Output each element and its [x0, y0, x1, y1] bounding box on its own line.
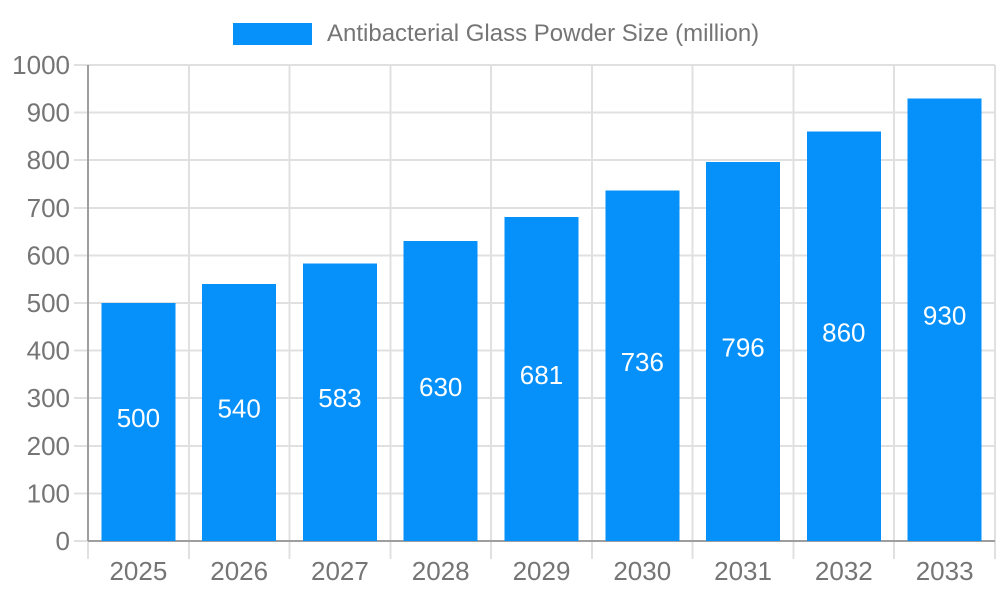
bar-value-label: 796 — [721, 333, 764, 363]
legend: Antibacterial Glass Powder Size (million… — [233, 20, 760, 47]
bar — [403, 241, 478, 541]
x-tick-label: 2026 — [210, 556, 268, 586]
x-tick-label: 2025 — [109, 556, 167, 586]
y-tick-label: 600 — [27, 240, 70, 270]
x-tick-label: 2032 — [815, 556, 873, 586]
bar — [706, 162, 781, 541]
y-tick-label: 700 — [27, 193, 70, 223]
bar-value-label: 583 — [318, 383, 361, 413]
bar-value-label: 860 — [822, 317, 865, 347]
y-tick-label: 400 — [27, 336, 70, 366]
y-tick-label: 0 — [56, 526, 70, 556]
x-tick-label: 2030 — [613, 556, 671, 586]
bar — [101, 303, 176, 541]
x-tick-label: 2027 — [311, 556, 369, 586]
x-tick-label: 2031 — [714, 556, 772, 586]
y-tick-label: 100 — [27, 478, 70, 508]
bar — [302, 263, 377, 541]
legend-label: Antibacterial Glass Powder Size (million… — [327, 20, 760, 47]
x-tick-label: 2028 — [412, 556, 470, 586]
x-tick-label: 2033 — [916, 556, 974, 586]
bar-value-label: 930 — [923, 301, 966, 331]
bar — [605, 190, 680, 541]
bar — [907, 98, 982, 541]
y-tick-label: 1000 — [12, 50, 70, 80]
bar-value-label: 630 — [419, 372, 462, 402]
bar-value-label: 681 — [520, 360, 563, 390]
y-tick-label: 500 — [27, 288, 70, 318]
legend-swatch — [233, 23, 312, 45]
bar-value-label: 540 — [217, 393, 260, 423]
y-tick-label: 300 — [27, 383, 70, 413]
bar-value-label: 500 — [117, 403, 160, 433]
y-tick-label: 200 — [27, 431, 70, 461]
bar-value-label: 736 — [621, 347, 664, 377]
bar — [806, 131, 881, 541]
y-tick-label: 800 — [27, 145, 70, 175]
x-tick-label: 2029 — [513, 556, 571, 586]
bar — [202, 283, 277, 541]
bar — [504, 216, 579, 541]
y-tick-label: 900 — [27, 98, 70, 128]
